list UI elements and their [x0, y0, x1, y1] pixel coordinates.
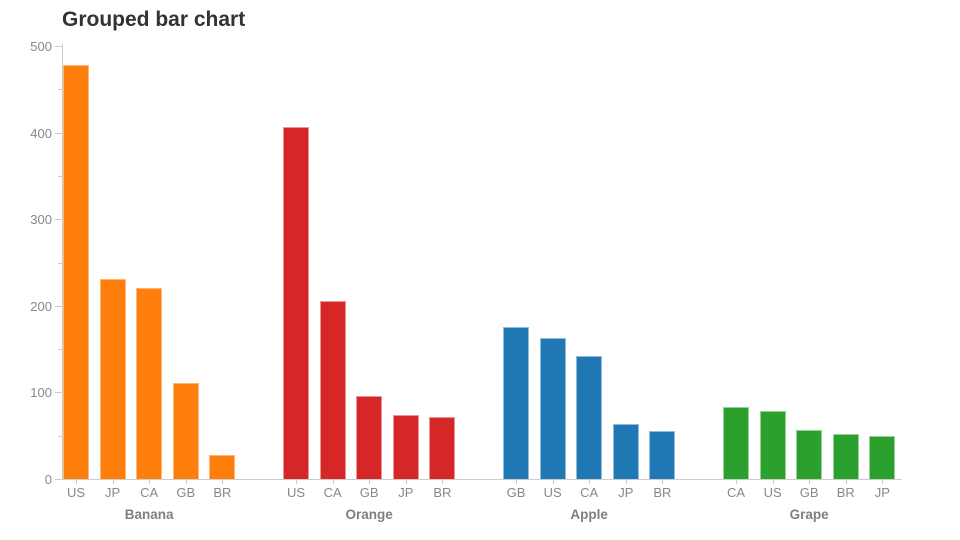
x-axis-tick-label: US — [286, 485, 306, 500]
bar-orange-jp[interactable] — [392, 414, 419, 479]
bar-banana-us[interactable] — [63, 65, 89, 479]
x-axis-tick-label: CA — [140, 485, 159, 500]
x-axis-tick-label: BR — [213, 485, 232, 500]
x-axis-tick-label: JP — [105, 485, 121, 500]
y-major-tick — [55, 219, 62, 221]
x-bar-tick — [112, 480, 114, 484]
x-bar-tick — [222, 480, 224, 484]
y-axis-tick-label: 100 — [30, 385, 52, 401]
x-axis-tick-label: GB — [359, 485, 379, 500]
bar-grape-us[interactable] — [759, 411, 786, 479]
x-bar-tick — [149, 480, 151, 484]
x-bar-tick — [772, 480, 774, 484]
y-axis-tick-label: 500 — [30, 39, 52, 54]
x-bar-tick — [809, 480, 811, 484]
y-minor-tick — [58, 89, 62, 91]
bar-apple-br[interactable] — [649, 431, 676, 479]
y-minor-tick — [58, 435, 62, 437]
bar-grape-gb[interactable] — [796, 429, 823, 479]
bar-orange-us[interactable] — [283, 126, 309, 479]
bar-orange-ca[interactable] — [319, 300, 346, 479]
y-minor-tick — [58, 262, 62, 264]
x-axis-tick-label: BR — [433, 485, 452, 500]
y-major-tick — [55, 132, 62, 134]
y-axis-tick-label: 200 — [30, 298, 52, 314]
x-bar-tick — [516, 480, 517, 484]
bar-apple-ca[interactable] — [576, 356, 603, 479]
bar-grape-ca[interactable] — [723, 407, 749, 479]
y-major-tick — [55, 479, 62, 480]
x-axis-tick-label: JP — [618, 485, 634, 500]
x-bar-tick — [589, 480, 591, 484]
y-axis-tick-label: 300 — [30, 212, 52, 228]
x-bar-tick — [552, 480, 554, 484]
bar-orange-br[interactable] — [429, 416, 456, 479]
x-axis-tick-label: GB — [799, 485, 819, 500]
y-major-tick — [55, 392, 62, 394]
x-bar-tick — [296, 480, 297, 484]
x-bar-tick — [736, 480, 737, 484]
x-bar-tick — [405, 480, 407, 484]
x-axis-tick-label: GB — [506, 485, 526, 500]
group-label-grape: Grape — [789, 507, 829, 522]
bar-apple-us[interactable] — [539, 337, 566, 479]
x-bar-tick — [442, 480, 444, 484]
x-axis-tick-label: BR — [836, 485, 855, 500]
x-axis-tick-label: US — [66, 485, 86, 500]
x-bar-tick — [662, 480, 664, 484]
x-axis-tick-label: BR — [653, 485, 672, 500]
group-label-apple: Apple — [570, 507, 608, 522]
bar-banana-br[interactable] — [209, 454, 236, 479]
y-axis-tick-label: 0 — [44, 472, 52, 487]
x-bar-tick — [76, 480, 77, 484]
x-bar-tick — [845, 480, 847, 484]
y-major-tick — [55, 305, 62, 307]
x-axis-tick-label: US — [763, 485, 782, 500]
y-axis-tick-label: 400 — [30, 125, 52, 141]
bar-grape-jp[interactable] — [869, 435, 896, 479]
x-axis-tick-label: CA — [726, 485, 746, 500]
bar-banana-ca[interactable] — [136, 287, 163, 479]
y-minor-tick — [58, 349, 62, 351]
group-label-orange: Orange — [345, 507, 393, 522]
bar-banana-jp[interactable] — [99, 278, 126, 479]
y-minor-tick — [58, 175, 62, 177]
y-major-tick — [55, 46, 62, 47]
bar-grape-br[interactable] — [832, 433, 859, 479]
x-bar-tick — [332, 480, 334, 484]
y-axis-line — [62, 44, 63, 480]
x-axis-tick-label: US — [543, 485, 562, 500]
x-bar-tick — [625, 480, 627, 484]
bar-banana-gb[interactable] — [172, 382, 199, 479]
x-axis-tick-label: CA — [323, 485, 342, 500]
bar-apple-gb[interactable] — [503, 327, 529, 479]
x-axis-tick-label: CA — [580, 485, 599, 500]
chart-title: Grouped bar chart — [62, 8, 246, 31]
x-axis-tick-label: GB — [176, 485, 196, 500]
x-axis-tick-label: JP — [874, 485, 890, 500]
bar-apple-jp[interactable] — [612, 423, 639, 479]
x-bar-tick — [185, 480, 187, 484]
group-label-banana: Banana — [124, 507, 174, 522]
x-axis-tick-label: JP — [398, 485, 414, 500]
bar-orange-gb[interactable] — [356, 395, 383, 479]
x-bar-tick — [369, 480, 371, 484]
x-axis-line — [62, 479, 902, 480]
x-bar-tick — [882, 480, 884, 484]
